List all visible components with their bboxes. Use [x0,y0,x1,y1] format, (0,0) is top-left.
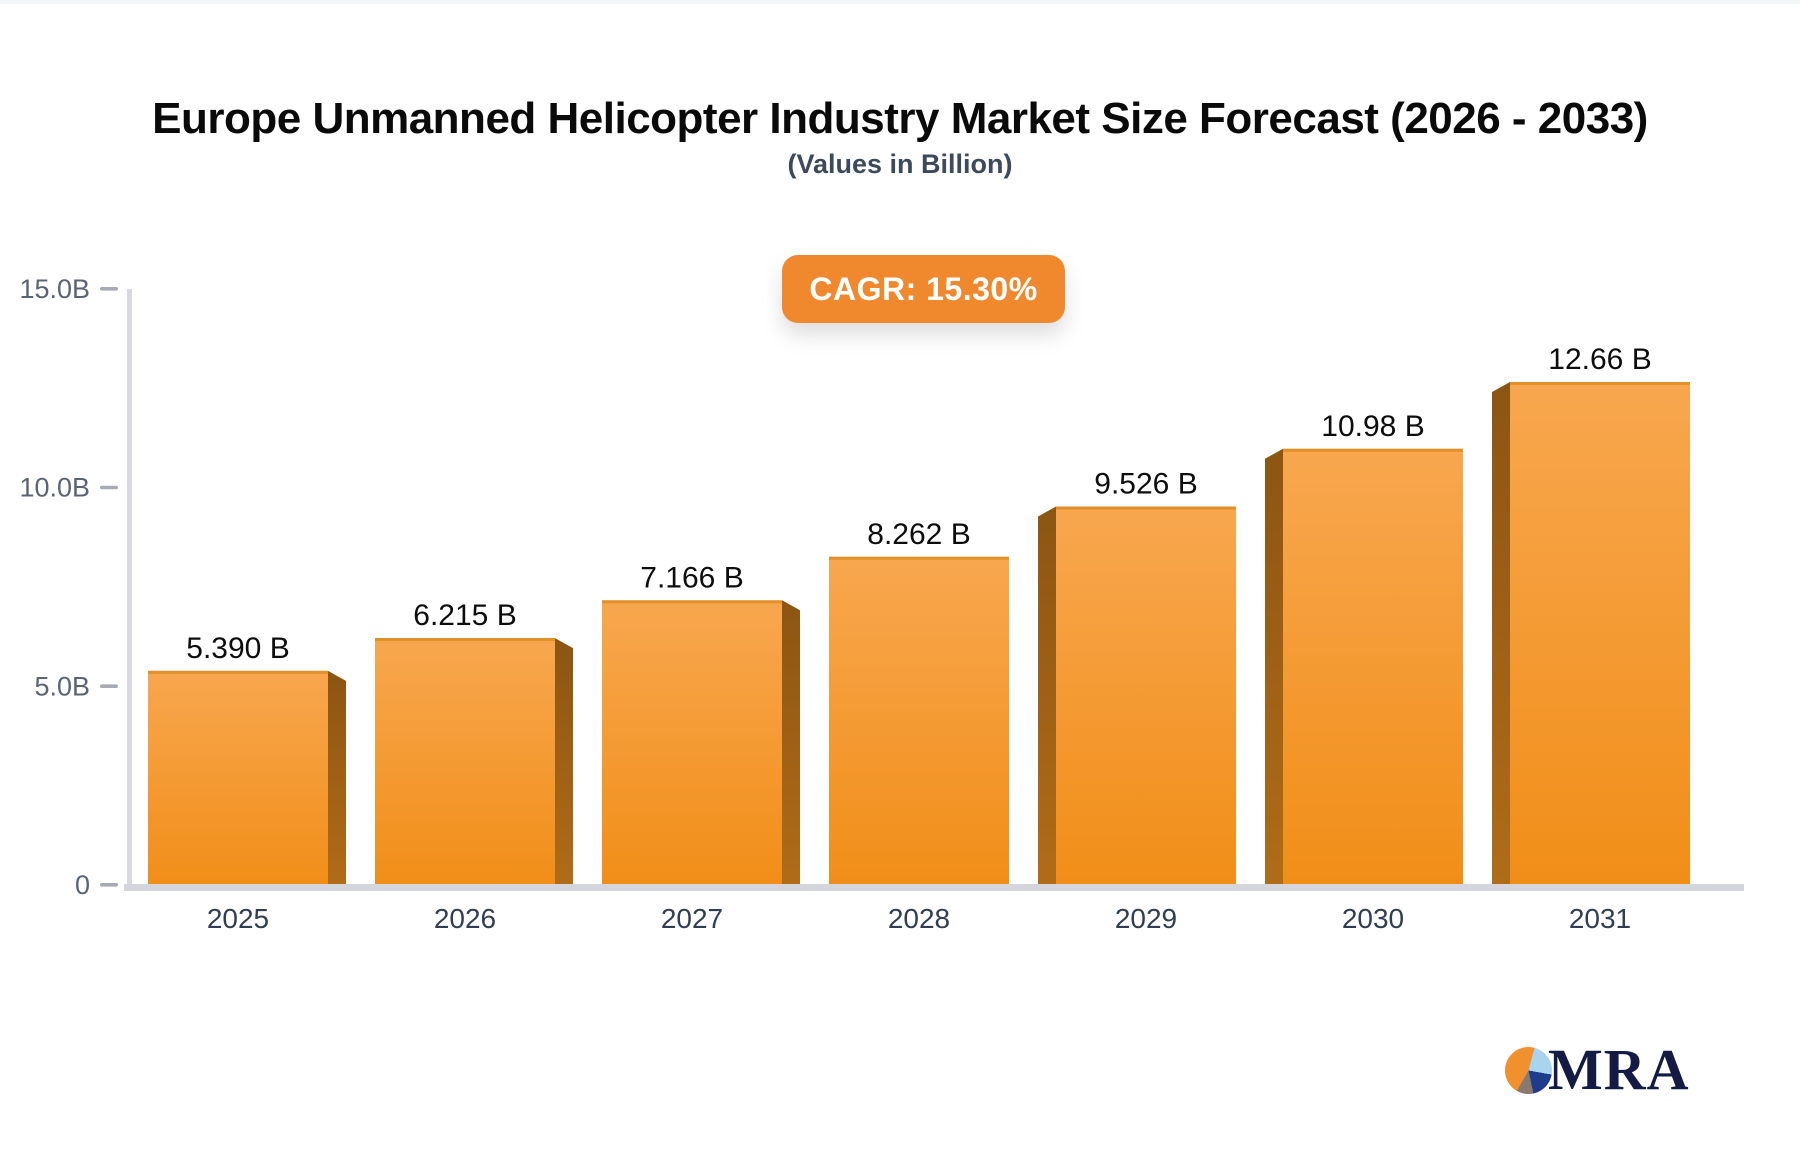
window-top-border [0,0,1800,4]
x-tick-label-2029: 2029 [1115,903,1177,934]
value-label-2031: 12.66 B [1548,343,1651,376]
bar-side-2026 [555,638,573,886]
x-tick-label-2031: 2031 [1569,903,1631,934]
y-tick-dash-15.0B [100,287,118,291]
y-tick-label-15.0B: 15.0B [19,274,90,304]
value-label-2026: 6.215 B [413,599,516,632]
bar-2031 [1510,382,1690,886]
mra-logo-text: MRA [1548,1037,1690,1102]
bar-top-edge-2025 [148,670,328,674]
bar-2027 [602,600,782,886]
x-tick-label-2027: 2027 [661,903,723,934]
bar-top-edge-2026 [375,638,555,642]
pie-chart-logo-icon [1505,1046,1552,1094]
bar-2029 [1056,506,1236,886]
y-tick-label-0: 0 [75,870,90,900]
bar-2028 [829,556,1009,886]
y-tick-label-10.0B: 10.0B [19,473,90,503]
value-label-2029: 9.526 B [1094,468,1197,501]
value-label-2027: 7.166 B [640,561,743,594]
bar-top-edge-2031 [1510,382,1690,386]
bar-side-2031 [1492,382,1510,886]
value-label-2030: 10.98 B [1321,410,1424,443]
bar-top-edge-2028 [829,556,1009,560]
value-label-2025: 5.390 B [186,632,289,665]
bar-top-edge-2030 [1283,448,1463,452]
bar-top-edge-2027 [602,600,782,604]
bar-side-2029 [1038,506,1056,886]
y-tick-dash-5.0B [100,684,118,688]
mra-logo: MRA [1505,1040,1690,1100]
bar-side-2025 [328,670,346,886]
y-tick-label-5.0B: 5.0B [34,671,90,701]
chart-subtitle: (Values in Billion) [787,149,1013,179]
bar-2026 [375,638,555,886]
bar-top-edge-2029 [1056,506,1236,510]
y-tick-dash-10.0B [100,485,118,490]
bar-2030 [1283,448,1463,886]
y-axis-line [127,289,132,889]
y-tick-dash-0 [100,883,118,887]
bar-side-2030 [1265,448,1283,886]
x-tick-label-2025: 2025 [207,903,269,934]
bar-2025 [148,670,328,886]
x-baseline [124,884,1744,891]
bar-side-2027 [782,600,800,886]
value-label-2028: 8.262 B [867,518,970,551]
x-tick-label-2028: 2028 [888,903,950,934]
x-tick-label-2030: 2030 [1342,903,1404,934]
cagr-badge: CAGR: 15.30% [782,255,1065,323]
x-tick-label-2026: 2026 [434,903,496,934]
cagr-badge-label: CAGR: 15.30% [809,270,1038,307]
chart-title: Europe Unmanned Helicopter Industry Mark… [152,94,1648,143]
